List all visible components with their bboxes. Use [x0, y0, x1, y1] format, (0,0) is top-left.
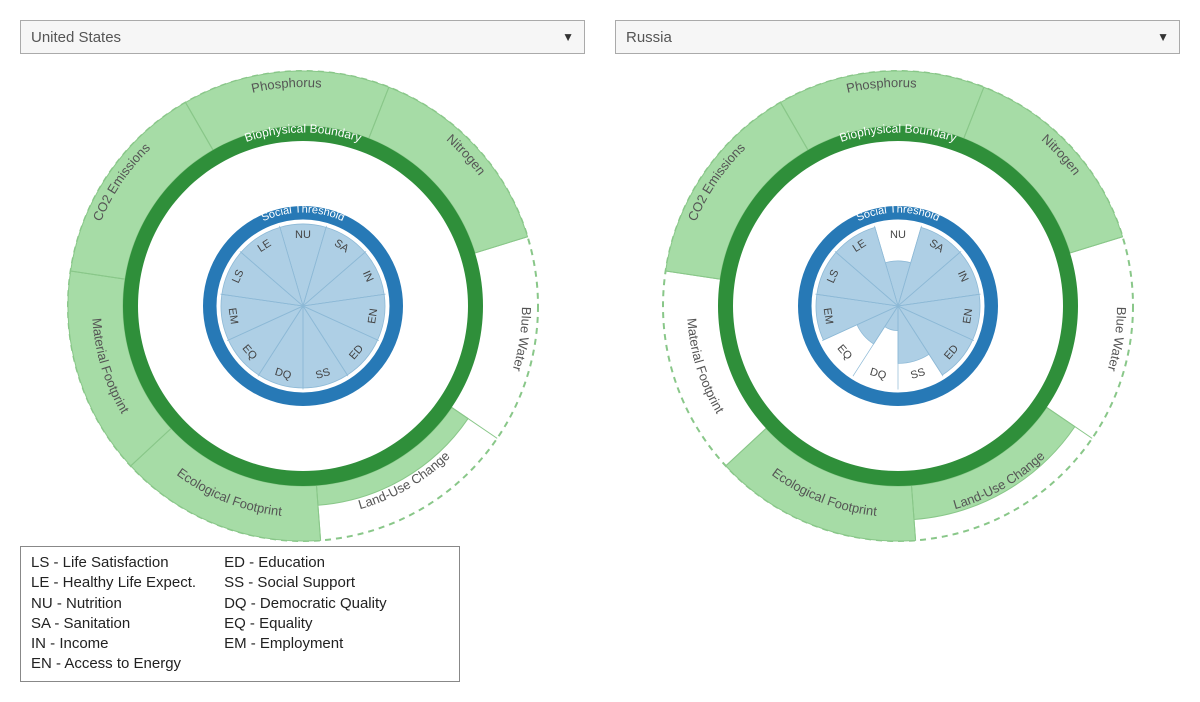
legend-item: EM - Employment — [224, 634, 387, 654]
svg-text:NU: NU — [295, 229, 311, 241]
legend-item: ED - Education — [224, 553, 387, 573]
country-selector-left[interactable]: United States ▼ — [20, 20, 585, 54]
legend-item: LE - Healthy Life Expect. — [31, 573, 196, 593]
svg-text:SS: SS — [909, 366, 926, 382]
legend-item: NU - Nutrition — [31, 594, 196, 614]
country-selector-right-label: Russia — [626, 29, 672, 46]
svg-text:EN: EN — [366, 308, 380, 325]
left-panel: United States ▼ Biophysical BoundarySoci… — [20, 20, 585, 682]
legend-column-1: LS - Life SatisfactionLE - Healthy Life … — [31, 553, 196, 675]
right-panel: Russia ▼ Biophysical BoundarySocial Thre… — [615, 20, 1180, 682]
country-selector-left-label: United States — [31, 29, 121, 46]
legend-item: EQ - Equality — [224, 614, 387, 634]
doughnut-chart-right: Biophysical BoundarySocial ThresholdPhos… — [615, 66, 1180, 546]
svg-text:EM: EM — [225, 307, 239, 325]
doughnut-chart-left: Biophysical BoundarySocial ThresholdPhos… — [20, 66, 585, 546]
legend-item: EN - Access to Energy — [31, 654, 196, 674]
comparison-container: United States ▼ Biophysical BoundarySoci… — [20, 20, 1180, 682]
legend-column-2: ED - EducationSS - Social SupportDQ - De… — [224, 553, 387, 675]
legend-item: SS - Social Support — [224, 573, 387, 593]
svg-text:EN: EN — [961, 308, 975, 325]
chevron-down-icon: ▼ — [562, 30, 574, 44]
svg-text:NU: NU — [890, 229, 906, 241]
svg-text:DQ: DQ — [868, 366, 888, 382]
legend-item: LS - Life Satisfaction — [31, 553, 196, 573]
chevron-down-icon: ▼ — [1157, 30, 1169, 44]
legend-item: IN - Income — [31, 634, 196, 654]
country-selector-right[interactable]: Russia ▼ — [615, 20, 1180, 54]
legend-item: SA - Sanitation — [31, 614, 196, 634]
svg-text:EM: EM — [820, 307, 834, 325]
legend-box: LS - Life SatisfactionLE - Healthy Life … — [20, 546, 460, 682]
svg-text:EQ: EQ — [834, 342, 854, 362]
legend-item: DQ - Democratic Quality — [224, 594, 387, 614]
